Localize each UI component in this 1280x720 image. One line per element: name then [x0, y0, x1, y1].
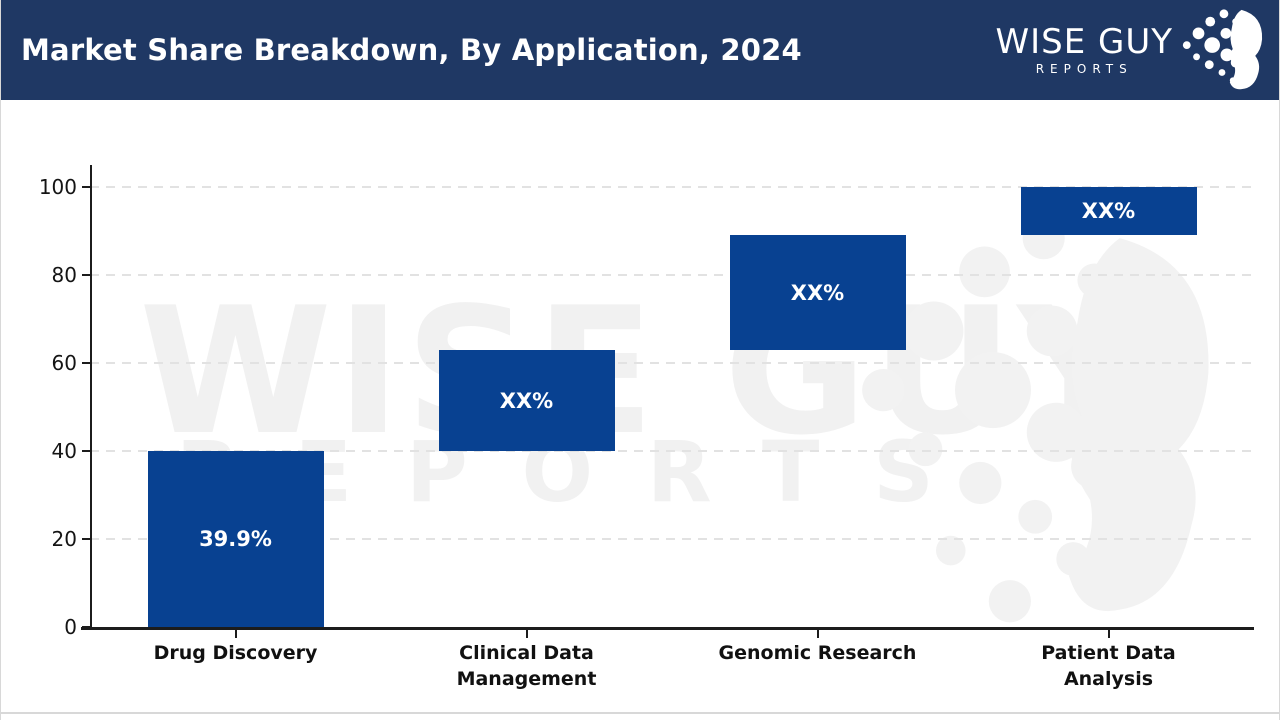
bar-segment-2: XX% — [438, 349, 615, 452]
bar-segment-4: XX% — [1020, 187, 1197, 236]
category-label-3: Genomic Research — [718, 642, 917, 664]
y-tick-label-20: 20 — [51, 527, 77, 551]
bar-value-label: 39.9% — [199, 527, 272, 552]
y-tick-label-0: 0 — [64, 615, 77, 639]
bar-value-label: XX% — [499, 388, 554, 413]
x-tick-2 — [525, 630, 528, 638]
y-tick-40 — [82, 450, 90, 452]
bar-value-label: XX% — [1081, 199, 1136, 224]
bar-segment-3: XX% — [729, 235, 906, 350]
gridline-60 — [90, 362, 1254, 364]
watermark-wordmark: WISE GUY — [139, 271, 1149, 474]
gridline-100 — [90, 186, 1254, 188]
x-tick-3 — [816, 630, 819, 638]
bottom-border-line — [1, 712, 1279, 714]
y-tick-label-60: 60 — [51, 351, 77, 375]
bar-value-label: XX% — [790, 280, 845, 305]
category-label-1: Drug Discovery — [153, 642, 318, 664]
y-tick-label-100: 100 — [38, 175, 77, 199]
bar-segment-1: 39.9% — [147, 451, 324, 627]
x-axis-line — [81, 627, 1254, 630]
gridline-80 — [90, 274, 1254, 276]
gridline-20 — [90, 538, 1254, 540]
category-label-4: Patient Data Analysis — [1041, 642, 1176, 690]
x-tick-4 — [1107, 630, 1110, 638]
gridline-40 — [90, 450, 1254, 452]
y-tick-label-80: 80 — [51, 263, 77, 287]
logo-wordmark: WISE GUY — [995, 22, 1173, 62]
logo-text: WISE GUY REPORTS — [995, 25, 1173, 75]
logo-subtitle: REPORTS — [1035, 62, 1133, 76]
x-tick-1 — [234, 630, 237, 638]
y-tick-20 — [82, 538, 90, 540]
wise-guy-reports-logo: WISE GUY REPORTS — [995, 6, 1265, 94]
header-bar: Market Share Breakdown, By Application, … — [1, 0, 1279, 100]
dotted-head-logo-icon — [1182, 9, 1263, 90]
y-tick-label-40: 40 — [51, 439, 77, 463]
y-tick-0 — [82, 626, 90, 628]
category-label-2: Clinical Data Management — [456, 642, 597, 690]
y-tick-60 — [82, 362, 90, 364]
page-title: Market Share Breakdown, By Application, … — [21, 33, 802, 67]
y-tick-80 — [82, 274, 90, 276]
y-tick-100 — [82, 186, 90, 188]
y-axis-line — [90, 165, 92, 630]
